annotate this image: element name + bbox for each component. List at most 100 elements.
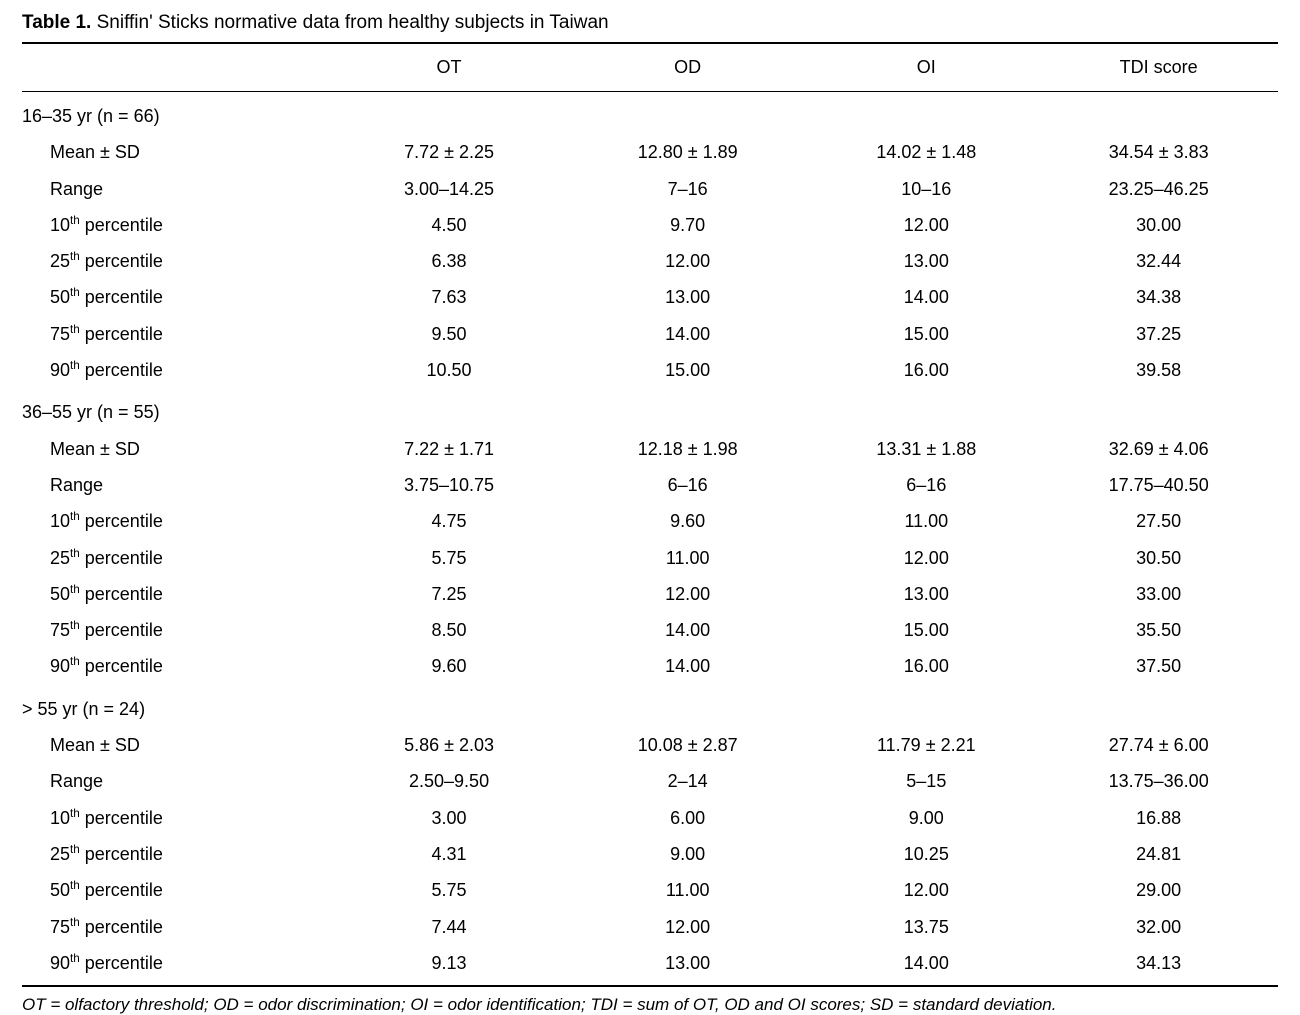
- table-cell: 14.00: [562, 648, 813, 684]
- table-cell: 3.00–14.25: [336, 171, 562, 207]
- row-label: 50th percentile: [22, 576, 336, 612]
- table-row: 50th percentile5.7511.0012.0029.00: [22, 872, 1278, 908]
- table-row: Range3.00–14.257–1610–1623.25–46.25: [22, 171, 1278, 207]
- table-cell: 32.44: [1039, 243, 1278, 279]
- table-cell: 12.80 ± 1.89: [562, 134, 813, 170]
- table-cell: 32.00: [1039, 909, 1278, 945]
- table-cell: 14.00: [813, 945, 1039, 986]
- table-cell: 11.00: [562, 540, 813, 576]
- table-cell: 11.00: [562, 872, 813, 908]
- table-cell: 10.08 ± 2.87: [562, 727, 813, 763]
- table-cell: 32.69 ± 4.06: [1039, 431, 1278, 467]
- ordinal-sup: th: [70, 843, 80, 856]
- table-cell: 27.74 ± 6.00: [1039, 727, 1278, 763]
- group-header: 16–35 yr (n = 66): [22, 92, 1278, 135]
- table-cell: 14.00: [813, 279, 1039, 315]
- table-cell: 5.75: [336, 872, 562, 908]
- table-cell: 8.50: [336, 612, 562, 648]
- table-cell: 10.50: [336, 352, 562, 388]
- table-cell: 12.00: [813, 540, 1039, 576]
- table-cell: 14.00: [562, 316, 813, 352]
- table-cell: 11.79 ± 2.21: [813, 727, 1039, 763]
- table-row: Mean ± SD5.86 ± 2.0310.08 ± 2.8711.79 ± …: [22, 727, 1278, 763]
- table-cell: Range: [22, 763, 336, 799]
- ordinal-sup: th: [70, 323, 80, 336]
- table-cell: 13.75: [813, 909, 1039, 945]
- table-cell: 6–16: [813, 467, 1039, 503]
- table-row: 75th percentile8.5014.0015.0035.50: [22, 612, 1278, 648]
- row-label: 75th percentile: [22, 612, 336, 648]
- table-cell: Range: [22, 467, 336, 503]
- ordinal-sup: th: [70, 916, 80, 929]
- table-row: Mean ± SD7.72 ± 2.2512.80 ± 1.8914.02 ± …: [22, 134, 1278, 170]
- ordinal-sup: th: [70, 214, 80, 227]
- row-label: 10th percentile: [22, 503, 336, 539]
- table-cell: Mean ± SD: [22, 727, 336, 763]
- table-cell: 12.00: [562, 576, 813, 612]
- ordinal-sup: th: [70, 619, 80, 632]
- header-oi: OI: [813, 43, 1039, 92]
- table-caption: Table 1. Sniffin' Sticks normative data …: [22, 12, 1278, 34]
- row-label: 10th percentile: [22, 800, 336, 836]
- table-header-row: OT OD OI TDI score: [22, 43, 1278, 92]
- group-header-row: 36–55 yr (n = 55): [22, 388, 1278, 430]
- table-cell: 16.88: [1039, 800, 1278, 836]
- table-cell: 17.75–40.50: [1039, 467, 1278, 503]
- group-header-row: 16–35 yr (n = 66): [22, 92, 1278, 135]
- table-cell: 34.13: [1039, 945, 1278, 986]
- table-row: 75th percentile9.5014.0015.0037.25: [22, 316, 1278, 352]
- table-row: 50th percentile7.2512.0013.0033.00: [22, 576, 1278, 612]
- header-blank: [22, 43, 336, 92]
- table-cell: 4.50: [336, 207, 562, 243]
- table-row: 25th percentile6.3812.0013.0032.44: [22, 243, 1278, 279]
- table-cell: 16.00: [813, 648, 1039, 684]
- ordinal-sup: th: [70, 655, 80, 668]
- ordinal-sup: th: [70, 359, 80, 372]
- table-cell: 33.00: [1039, 576, 1278, 612]
- row-label: 75th percentile: [22, 316, 336, 352]
- table-title: Sniffin' Sticks normative data from heal…: [97, 12, 609, 33]
- group-header: > 55 yr (n = 24): [22, 685, 1278, 727]
- group-header-row: > 55 yr (n = 24): [22, 685, 1278, 727]
- table-footnote: OT = olfactory threshold; OD = odor disc…: [22, 987, 1278, 1015]
- table-cell: 9.60: [562, 503, 813, 539]
- table-cell: 14.00: [562, 612, 813, 648]
- table-label: Table 1.: [22, 12, 91, 33]
- row-label: 90th percentile: [22, 648, 336, 684]
- table-cell: 13.00: [562, 945, 813, 986]
- table-cell: 6.00: [562, 800, 813, 836]
- table-cell: 15.00: [813, 612, 1039, 648]
- table-cell: 13.00: [813, 243, 1039, 279]
- ordinal-sup: th: [70, 583, 80, 596]
- table-cell: 9.60: [336, 648, 562, 684]
- table-cell: 7–16: [562, 171, 813, 207]
- table-cell: 12.00: [562, 909, 813, 945]
- table-cell: 9.70: [562, 207, 813, 243]
- table-cell: 10.25: [813, 836, 1039, 872]
- table-row: 25th percentile5.7511.0012.0030.50: [22, 540, 1278, 576]
- table-cell: 14.02 ± 1.48: [813, 134, 1039, 170]
- ordinal-sup: th: [70, 250, 80, 263]
- row-label: 90th percentile: [22, 352, 336, 388]
- row-label: 50th percentile: [22, 279, 336, 315]
- table-row: 10th percentile4.759.6011.0027.50: [22, 503, 1278, 539]
- table-row: Mean ± SD7.22 ± 1.7112.18 ± 1.9813.31 ± …: [22, 431, 1278, 467]
- table-cell: 37.50: [1039, 648, 1278, 684]
- table-row: 50th percentile7.6313.0014.0034.38: [22, 279, 1278, 315]
- ordinal-sup: th: [70, 510, 80, 523]
- table-cell: 35.50: [1039, 612, 1278, 648]
- table-cell: 9.00: [562, 836, 813, 872]
- table-row: Range2.50–9.502–145–1513.75–36.00: [22, 763, 1278, 799]
- table-row: 25th percentile4.319.0010.2524.81: [22, 836, 1278, 872]
- table-row: 75th percentile7.4412.0013.7532.00: [22, 909, 1278, 945]
- table-row: 10th percentile4.509.7012.0030.00: [22, 207, 1278, 243]
- row-label: 25th percentile: [22, 540, 336, 576]
- table-cell: 12.00: [562, 243, 813, 279]
- ordinal-sup: th: [70, 286, 80, 299]
- table-cell: 13.31 ± 1.88: [813, 431, 1039, 467]
- table-cell: 9.13: [336, 945, 562, 986]
- table-cell: 23.25–46.25: [1039, 171, 1278, 207]
- table-row: 90th percentile10.5015.0016.0039.58: [22, 352, 1278, 388]
- table-cell: 4.75: [336, 503, 562, 539]
- table-cell: 12.00: [813, 207, 1039, 243]
